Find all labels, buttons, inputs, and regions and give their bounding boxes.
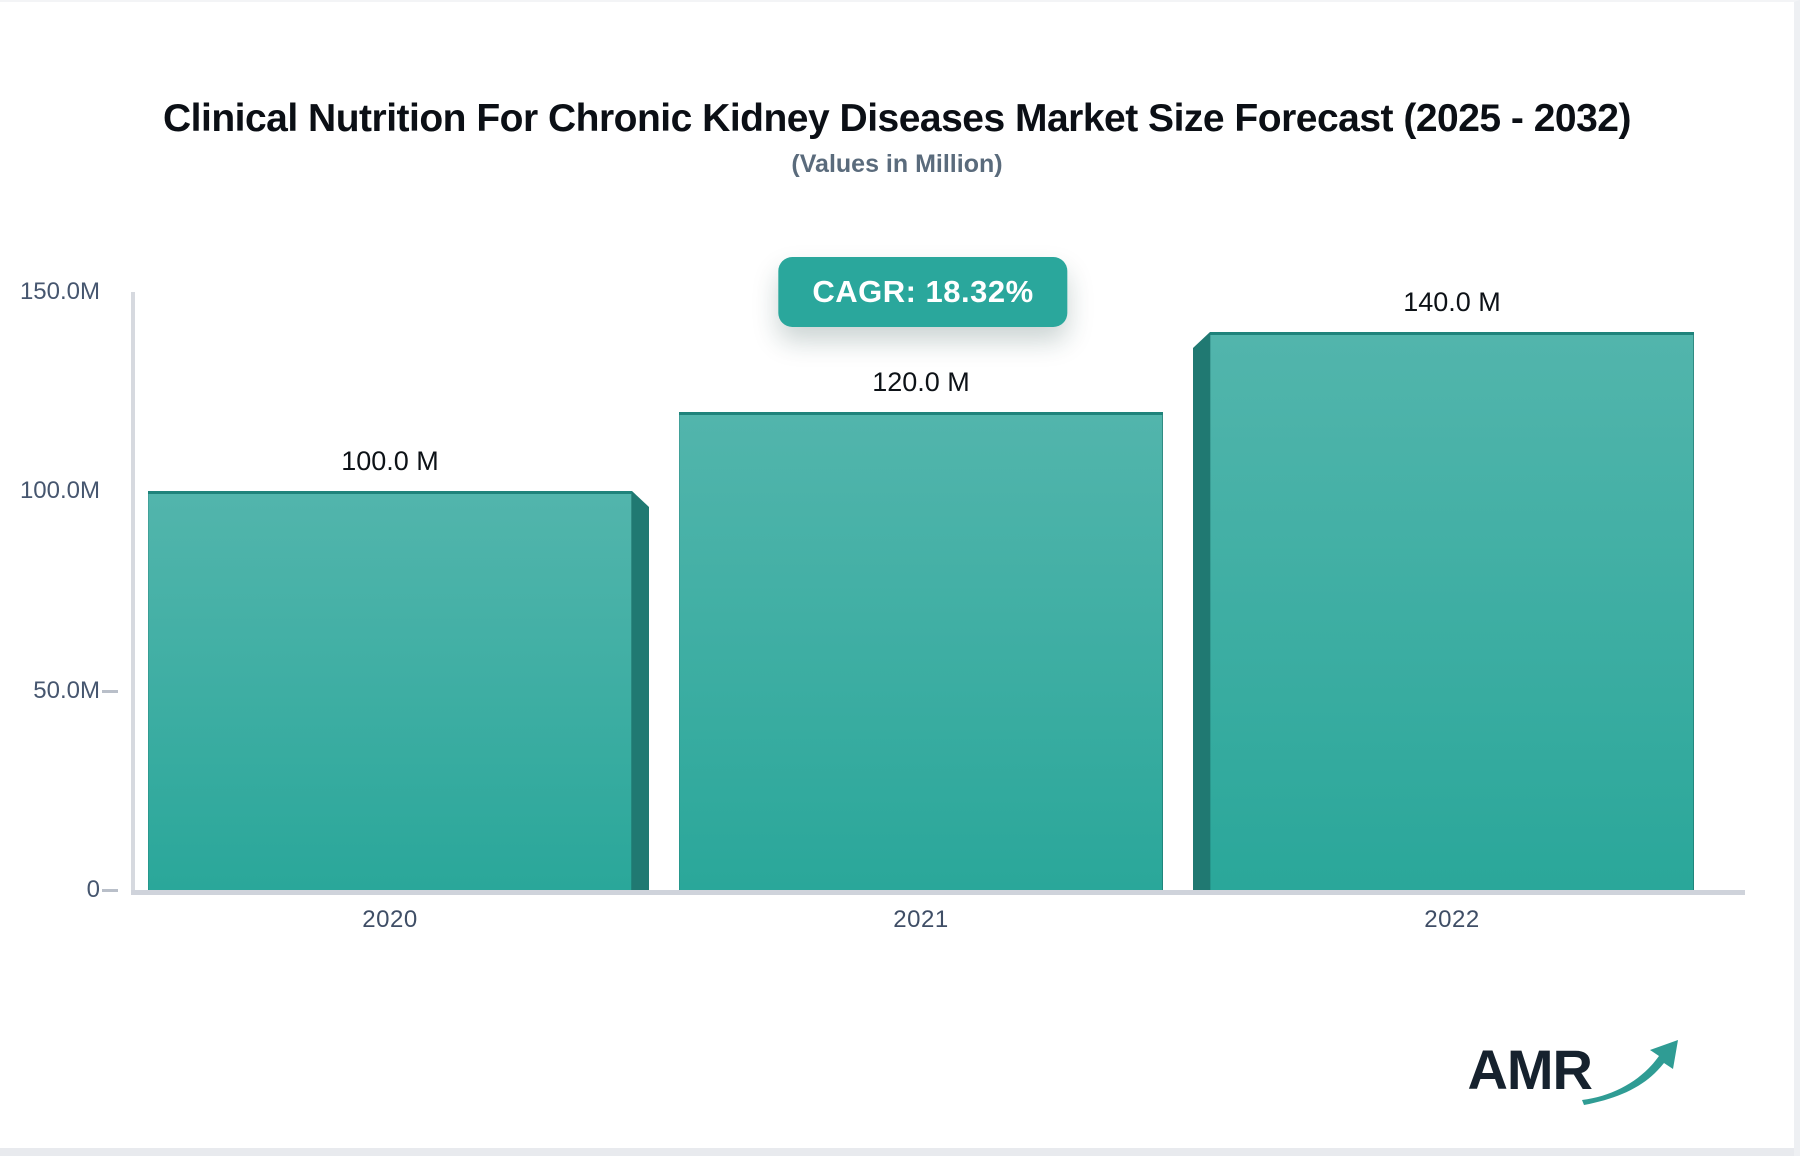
amr-logo-text: AMR	[1467, 1038, 1593, 1101]
y-axis-line	[131, 292, 135, 892]
y-tick-dash	[102, 889, 118, 892]
y-tick-label: 0	[86, 876, 100, 903]
bar-2021[interactable]	[679, 412, 1163, 890]
x-tick-label: 2022	[1424, 906, 1480, 933]
bar-3d-bevel	[632, 491, 649, 890]
bar-value-label: 120.0 M	[872, 367, 970, 397]
bar-2022[interactable]	[1210, 332, 1694, 890]
amr-logo: AMR	[1467, 1034, 1690, 1110]
y-tick-label: 150.0M	[19, 278, 100, 305]
bar-value-label: 140.0 M	[1403, 287, 1501, 317]
x-axis-baseline	[131, 890, 1745, 895]
cagr-badge: CAGR: 18.32%	[778, 257, 1068, 327]
x-tick-label: 2020	[362, 906, 418, 933]
bar-value-label: 100.0 M	[341, 446, 439, 476]
y-tick-label: 50.0M	[33, 676, 100, 704]
bar-3d-bevel	[1193, 332, 1210, 890]
page-subtitle: (Values in Million)	[791, 150, 1003, 178]
y-tick-dash	[102, 689, 118, 693]
page-title: Clinical Nutrition For Chronic Kidney Di…	[163, 97, 1632, 140]
x-tick-label: 2021	[893, 906, 949, 933]
bottom-strip	[0, 1148, 1794, 1156]
growth-arrow-icon	[1582, 1040, 1678, 1105]
y-tick-label: 100.0M	[19, 477, 100, 505]
bar-2020[interactable]	[148, 491, 632, 890]
